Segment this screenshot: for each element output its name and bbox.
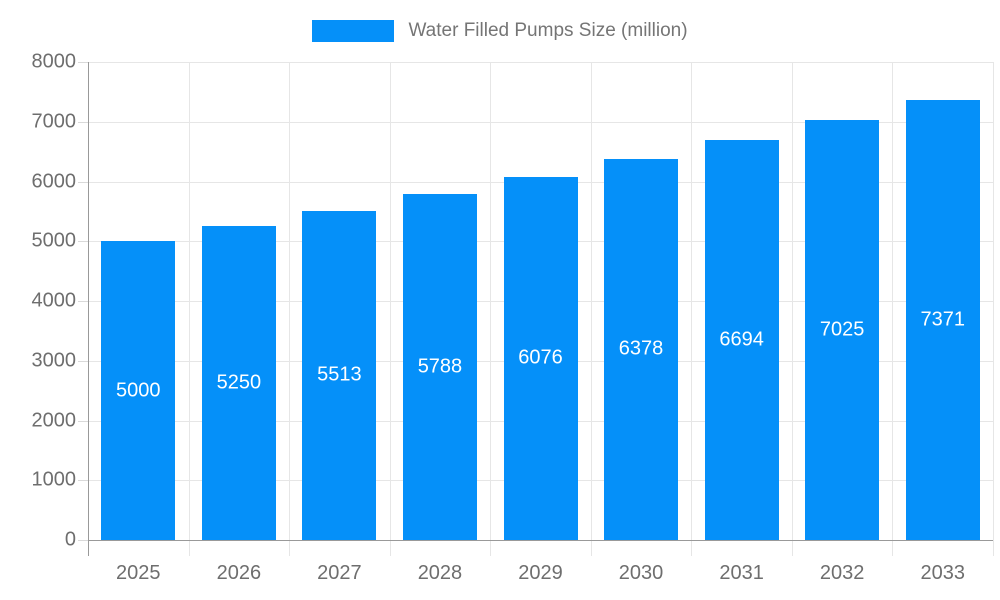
bar-2030[interactable]: 6378 (604, 158, 679, 540)
y-axis-tick-label: 3000 (31, 349, 77, 372)
y-axis-tick-label: 0 (64, 528, 76, 551)
bar-2026[interactable]: 5250 (201, 226, 276, 540)
y-axis-tick (78, 480, 88, 482)
bar-2027[interactable]: 5513 (302, 210, 377, 540)
gridline-vertical (590, 62, 592, 556)
y-axis-tick-label: 6000 (31, 170, 77, 192)
bar-2028[interactable]: 5788 (402, 194, 477, 540)
bar-2025[interactable]: 5000 (101, 241, 176, 540)
y-axis-tick (78, 420, 88, 422)
gridline-vertical (892, 62, 894, 556)
gridline-vertical (188, 62, 190, 556)
bar-value-label: 6076 (518, 346, 563, 369)
gridline-vertical (289, 62, 291, 556)
gridline-vertical (993, 62, 994, 556)
x-axis-tick-label: 2026 (216, 562, 262, 584)
y-axis-tick-label: 7000 (31, 110, 77, 133)
bar-value-label: 5788 (417, 355, 463, 378)
gridline-vertical (691, 62, 693, 556)
y-axis-tick (78, 301, 88, 302)
x-axis-tick-label: 2032 (819, 562, 865, 584)
x-axis-tick-label: 2033 (920, 562, 965, 584)
bar-value-label: 6694 (719, 328, 764, 351)
x-axis-tick-label: 2029 (518, 562, 563, 584)
x-axis-tick-label: 2027 (317, 562, 362, 584)
x-axis-line (88, 540, 993, 541)
x-axis-tick-label: 2030 (618, 562, 664, 584)
legend-item-water-filled-pumps[interactable]: Water Filled Pumps Size (million) (312, 20, 688, 42)
y-axis-tick-label: 1000 (31, 468, 77, 491)
bar-value-label: 6378 (618, 337, 664, 360)
gridline-vertical (791, 62, 793, 556)
gridline-horizontal (88, 121, 993, 123)
bar-2033[interactable]: 7371 (905, 99, 980, 540)
y-axis-line (88, 62, 89, 556)
y-axis-tick-label: 5000 (31, 229, 77, 252)
gridline-horizontal (88, 62, 993, 63)
y-axis-tick-label: 8000 (31, 50, 77, 73)
y-axis-tick (78, 540, 88, 541)
bar-value-label: 7025 (819, 318, 865, 341)
x-axis-tick-label: 2025 (116, 562, 161, 584)
y-axis-tick (78, 181, 88, 183)
y-axis-tick-label: 4000 (31, 289, 77, 312)
x-axis-tick-label: 2031 (719, 562, 764, 584)
legend-swatch-icon (312, 20, 395, 42)
y-axis-tick (78, 241, 88, 243)
bar-2031[interactable]: 6694 (704, 140, 779, 540)
x-axis-tick-label: 2028 (417, 562, 463, 584)
bar-value-label: 5250 (216, 371, 262, 394)
y-axis-tick-label: 2000 (31, 409, 77, 431)
y-axis-tick (78, 121, 88, 123)
y-axis-tick (78, 360, 88, 362)
gridline-vertical (490, 62, 492, 556)
legend: Water Filled Pumps Size (million) (0, 20, 1000, 42)
y-axis-tick (78, 62, 88, 63)
bar-2029[interactable]: 6076 (503, 176, 578, 540)
legend-label: Water Filled Pumps Size (million) (408, 20, 688, 41)
bar-2032[interactable]: 7025 (805, 120, 880, 540)
bar-value-label: 5513 (317, 363, 362, 386)
gridline-vertical (389, 62, 391, 556)
bar-value-label: 5000 (116, 379, 161, 402)
bar-value-label: 7371 (920, 308, 965, 331)
